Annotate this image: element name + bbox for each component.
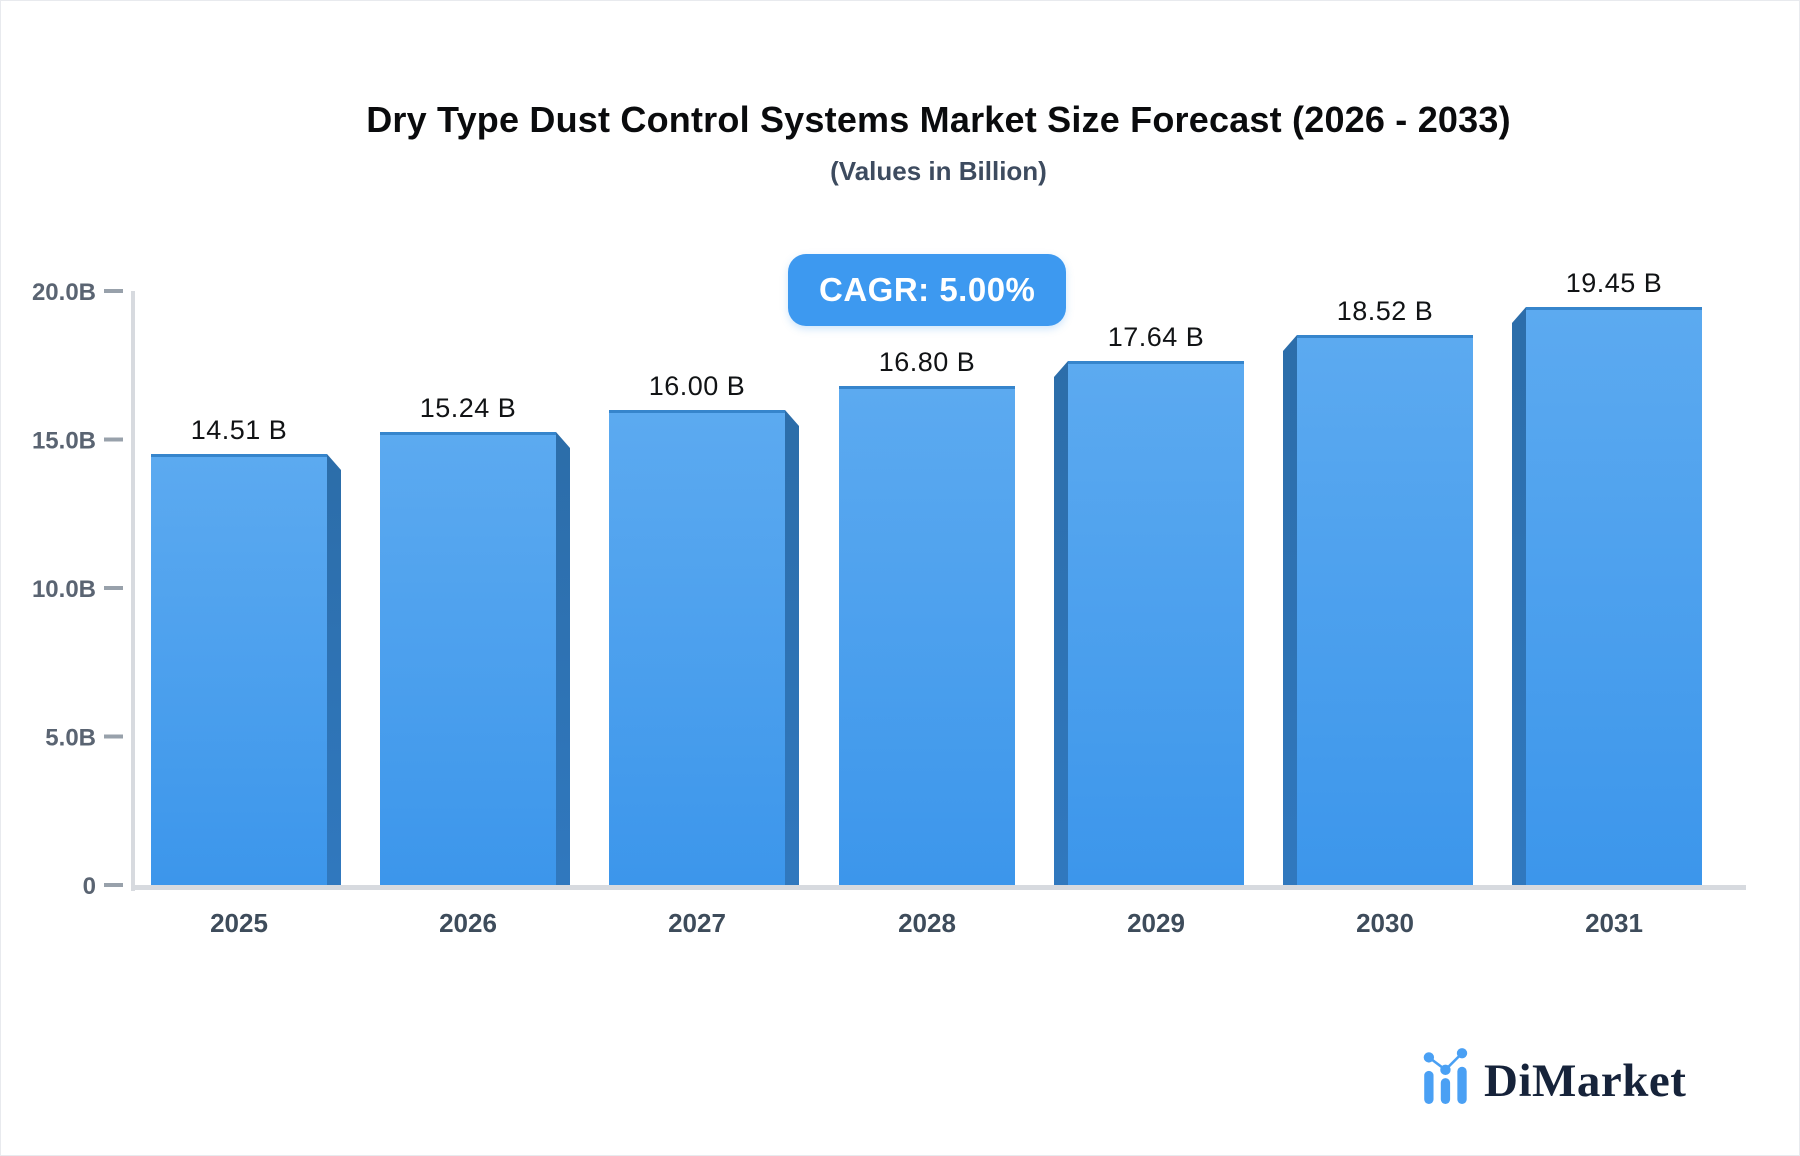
bar-side-face (327, 454, 341, 885)
bar-side-face (1054, 361, 1068, 885)
bar-top-edge (609, 410, 785, 413)
x-axis-label: 2027 (668, 908, 726, 938)
bar-2025[interactable] (151, 454, 341, 885)
brand-logo-icon (1423, 1048, 1468, 1104)
bar-face (609, 410, 785, 885)
bar-face (151, 454, 327, 885)
bar-top-edge (1068, 361, 1244, 364)
bar-value-label: 16.80 B (879, 347, 976, 377)
bar-top-edge (151, 454, 327, 457)
bar-face (839, 386, 1015, 885)
bar-face (380, 432, 556, 885)
bar-2026[interactable] (380, 432, 570, 885)
bar-side-face (1283, 335, 1297, 885)
bar-top-edge (839, 386, 1015, 389)
bar-face (1297, 335, 1473, 885)
x-axis-line (131, 885, 1746, 890)
bar-value-label: 18.52 B (1337, 296, 1434, 326)
bar-top-edge (1297, 335, 1473, 338)
axes-layer: 0 5.0B 10.0B 15.0B 20.0B (32, 279, 1746, 900)
bar-value-label: 17.64 B (1108, 322, 1205, 352)
bar-2030[interactable] (1283, 335, 1473, 885)
x-axis-label: 2029 (1127, 908, 1185, 938)
labels-layer: 14.51 B 2025 15.24 B 2026 16.00 B 2027 16.80 B… (191, 268, 1663, 938)
x-axis-label: 2030 (1356, 908, 1414, 938)
bar-value-label: 19.45 B (1566, 268, 1663, 298)
bar-2028[interactable] (839, 386, 1015, 885)
x-axis-label: 2025 (210, 908, 268, 938)
y-axis-label: 20.0B (32, 279, 96, 306)
y-tick-mark (104, 586, 123, 590)
bar-face (1526, 307, 1702, 885)
y-tick-mark (104, 289, 123, 293)
cagr-badge: CAGR: 5.00% (788, 254, 1067, 326)
y-tick-mark (104, 734, 123, 739)
bar-face (1068, 361, 1244, 885)
bar-2027[interactable] (609, 410, 799, 885)
bar-2031[interactable] (1512, 307, 1702, 885)
bar-top-edge (1526, 307, 1702, 310)
bar-side-face (556, 432, 570, 885)
y-axis-label: 0 (83, 873, 96, 900)
brand-logo: DiMarket (1423, 1045, 1686, 1105)
y-axis-line (131, 291, 135, 891)
x-axis-label: 2026 (439, 908, 497, 938)
y-axis-label: 15.0B (32, 428, 96, 455)
bar-side-face (785, 410, 799, 885)
y-tick-mark (104, 883, 123, 887)
bar-top-edge (380, 432, 556, 435)
bar-value-label: 14.51 B (191, 415, 288, 445)
bars-layer (151, 307, 1702, 885)
bar-value-label: 15.24 B (420, 393, 517, 423)
x-axis-label: 2028 (898, 908, 956, 938)
cagr-badge-label: CAGR: 5.00% (819, 271, 1036, 308)
bar-value-label: 16.00 B (649, 371, 746, 401)
bar-side-face (1512, 307, 1526, 885)
brand-logo-text: DiMarket (1484, 1055, 1687, 1107)
y-axis-label: 5.0B (45, 725, 96, 752)
bar-2029[interactable] (1054, 361, 1244, 885)
y-tick-mark (104, 437, 123, 442)
y-axis-label: 10.0B (32, 576, 96, 603)
x-axis-label: 2031 (1585, 908, 1643, 938)
